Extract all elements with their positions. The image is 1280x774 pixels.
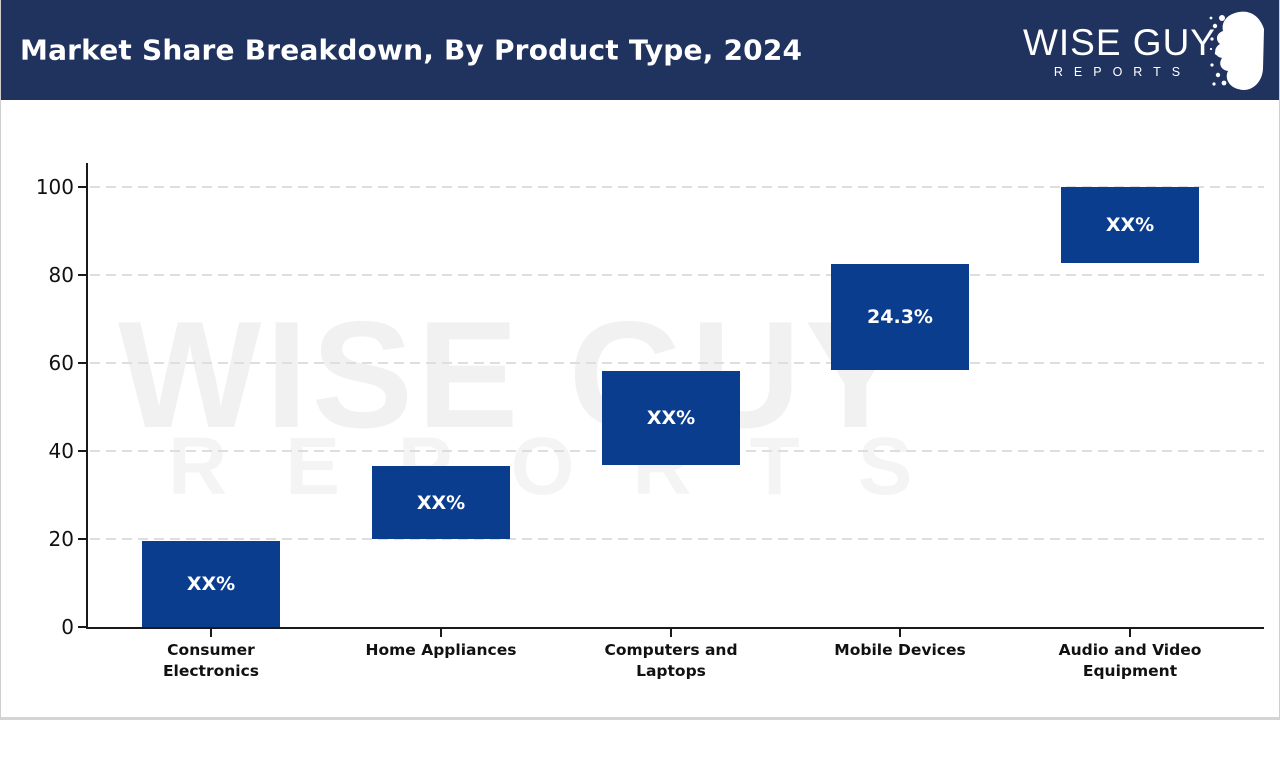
bar-value-label: 24.3% [867,306,933,328]
y-axis-line [86,163,88,629]
y-tick-mark [78,186,86,188]
x-category-label: Home Appliances [365,641,517,659]
brand-logo: WISE GUY REPORTS [1023,10,1266,92]
x-category-label: Audio and Video Equipment [1058,641,1202,680]
bar-value-label: XX% [416,491,466,514]
bar-value-label: XX% [646,406,696,429]
y-tick-label: 20 [48,527,74,551]
header-bar: Market Share Breakdown, By Product Type,… [0,0,1280,100]
y-tick-label: 80 [48,263,74,287]
gridline [90,274,1264,276]
chart-plot-area: XX% XX% XX% 24.3% XX% 0 20 40 60 80 100 Consumer E… [35,163,1264,680]
x-tick-mark [899,629,901,637]
x-category-label: Consumer Electronics [162,641,260,680]
bar: XX% [602,370,740,466]
chart-title: Market Share Breakdown, By Product Type,… [20,33,803,67]
bar-value-label: XX% [186,572,236,595]
y-tick-label: 0 [61,615,74,639]
y-tick-mark [78,450,86,452]
y-tick-mark [78,274,86,276]
y-tick-mark [78,538,86,540]
x-tick-mark [670,629,672,637]
x-tick-mark [1129,629,1131,637]
gridline [90,186,1264,188]
gridline [90,362,1264,364]
bar: 24.3% [831,263,969,371]
y-tick-label: 60 [48,351,74,375]
y-tick-mark [78,362,86,364]
x-category-label: Mobile Devices [834,641,966,659]
x-tick-mark [210,629,212,637]
bar-value-label: XX% [1105,214,1155,237]
x-axis-line [86,627,1264,629]
bar: XX% [142,540,280,627]
x-category-label: Computers and Laptops [604,641,738,680]
x-tick-mark [440,629,442,637]
y-tick-label: 40 [48,439,74,463]
gridline [90,538,1264,540]
brand-logo-text: WISE GUY REPORTS [1023,24,1216,79]
bar: XX% [372,465,510,540]
dotted-head-icon [1209,11,1264,90]
bar: XX% [1061,187,1199,264]
brand-name: WISE GUY [1022,21,1216,63]
y-tick-label: 100 [35,175,74,199]
y-tick-mark [78,626,86,628]
brand-subname: REPORTS [1053,64,1192,79]
